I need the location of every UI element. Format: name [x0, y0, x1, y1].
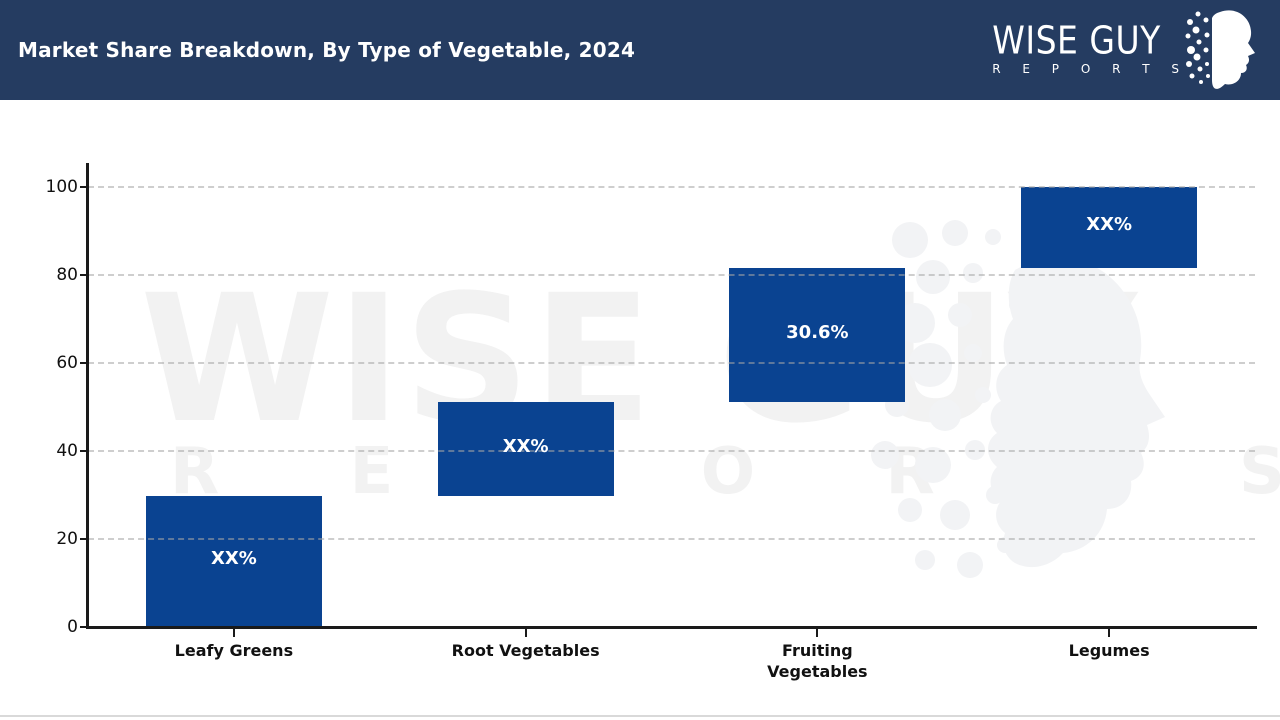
- bar-segment: [729, 267, 906, 403]
- bar-value-label: XX%: [1086, 214, 1133, 236]
- watermark-head-profile: [871, 220, 1165, 578]
- bar-value-label: XX%: [210, 548, 257, 570]
- gridline: [88, 362, 1255, 364]
- logo-subtitle: R E P O R T S: [992, 62, 1188, 76]
- y-tick-mark: [80, 274, 88, 276]
- y-tick-mark: [80, 626, 88, 628]
- x-tick-mark: [1108, 629, 1111, 637]
- wise-guy-reports-logo: WISE GUY R E P O R T S: [992, 6, 1260, 94]
- header-bar: Market Share Breakdown, By Type of Veget…: [0, 0, 1280, 100]
- category-label: Leafy Greens: [174, 641, 294, 660]
- x-tick-mark: [524, 629, 527, 637]
- category-label: Root Vegetables: [451, 641, 600, 660]
- gridline: [88, 538, 1255, 540]
- y-tick-label: 0: [67, 617, 78, 637]
- y-tick-label: 80: [56, 265, 78, 285]
- y-tick-label: 40: [56, 441, 78, 461]
- gridline: [88, 450, 1255, 452]
- y-axis-spine: [86, 163, 89, 629]
- x-tick-mark: [232, 629, 235, 637]
- bar-segment: [1021, 187, 1198, 268]
- y-tick-mark: [80, 362, 88, 364]
- footer-divider: [0, 715, 1280, 717]
- gridline: [88, 274, 1255, 276]
- gridline: [88, 186, 1255, 188]
- y-tick-mark: [80, 450, 88, 452]
- logo-wordmark: WISE GUY: [992, 18, 1161, 63]
- category-label: Legumes: [1068, 641, 1150, 660]
- head-profile-icon: [1185, 10, 1255, 89]
- y-tick-mark: [80, 538, 88, 540]
- y-tick-mark: [80, 186, 88, 188]
- bar-value-label: 30.6%: [786, 321, 849, 343]
- logo-text: WISE GUY R E P O R T S: [992, 18, 1188, 76]
- y-tick-label: 100: [45, 177, 78, 197]
- page-title: Market Share Breakdown, By Type of Veget…: [18, 38, 636, 62]
- x-axis-spine: [86, 626, 1257, 629]
- y-tick-label: 60: [56, 353, 78, 373]
- bar-segment: [145, 495, 322, 627]
- bar-value-label: XX%: [502, 436, 549, 458]
- x-tick-mark: [816, 629, 819, 637]
- category-label: Fruiting Vegetables: [767, 641, 868, 681]
- bar-segment: [437, 402, 614, 496]
- y-tick-label: 20: [56, 529, 78, 549]
